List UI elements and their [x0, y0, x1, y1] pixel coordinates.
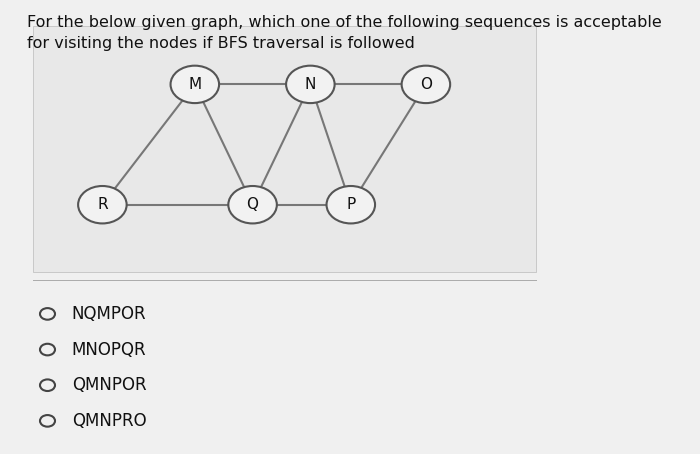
Text: NQMPOR: NQMPOR — [72, 305, 146, 323]
Text: O: O — [420, 77, 432, 92]
Circle shape — [286, 66, 335, 103]
Circle shape — [402, 66, 450, 103]
Text: Q: Q — [246, 197, 258, 212]
Text: QMNPRO: QMNPRO — [72, 412, 146, 430]
Text: QMNPOR: QMNPOR — [72, 376, 146, 394]
Text: MNOPQR: MNOPQR — [72, 340, 146, 359]
FancyBboxPatch shape — [33, 26, 536, 271]
Circle shape — [78, 186, 127, 223]
Circle shape — [228, 186, 276, 223]
Text: For the below given graph, which one of the following sequences is acceptable
fo: For the below given graph, which one of … — [27, 15, 662, 51]
Circle shape — [326, 186, 375, 223]
Text: P: P — [346, 197, 356, 212]
Text: N: N — [304, 77, 316, 92]
Text: R: R — [97, 197, 108, 212]
Text: M: M — [188, 77, 202, 92]
Circle shape — [171, 66, 219, 103]
